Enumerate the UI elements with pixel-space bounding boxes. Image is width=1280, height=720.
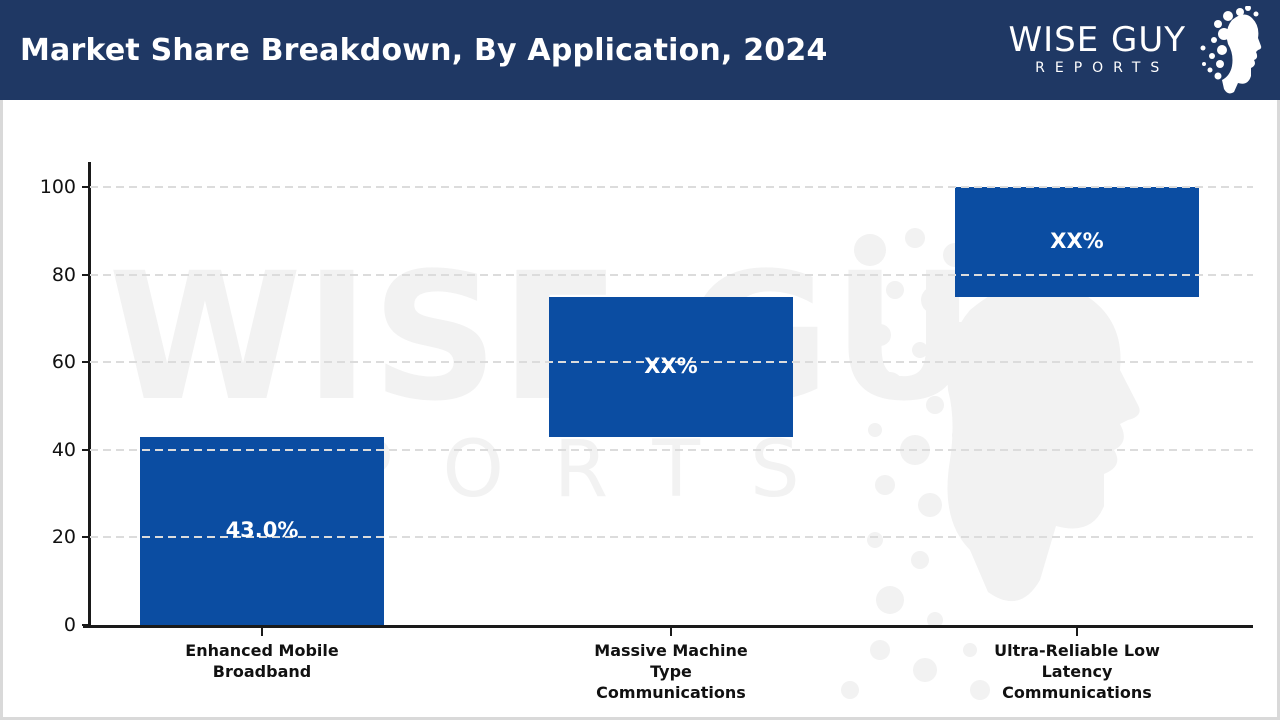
gridline-20 bbox=[90, 536, 1253, 539]
y-tick-mark bbox=[82, 536, 90, 539]
y-tick-mark bbox=[82, 361, 90, 364]
category-label: Ultra-Reliable Low Latency Communications bbox=[917, 640, 1237, 703]
gridline-60 bbox=[90, 361, 1253, 364]
bar-chart: 0 20 40 60 80 100 43.0% Enhanced Mobile Broadban… bbox=[3, 100, 1277, 717]
category-label-line: Type bbox=[650, 662, 692, 681]
header-banner: Market Share Breakdown, By Application, … bbox=[0, 0, 1280, 100]
y-tick-mark bbox=[82, 186, 90, 188]
wise-guy-reports-logo: WISE GUY REPORTS bbox=[1008, 0, 1262, 100]
y-tick-label: 40 bbox=[51, 438, 76, 461]
category-label-line: Communications bbox=[596, 683, 746, 702]
gridline-100 bbox=[90, 186, 1253, 188]
logo-subtitle: REPORTS bbox=[1035, 60, 1170, 76]
bar-segment bbox=[549, 296, 793, 437]
bar-segment bbox=[140, 436, 384, 625]
y-tick-label: 20 bbox=[51, 526, 76, 549]
chart-canvas: WISE GUY REPORTS bbox=[0, 100, 1280, 720]
gridline-80 bbox=[90, 273, 1253, 276]
logo-text: WISE GUY REPORTS bbox=[1008, 23, 1186, 77]
category-label-line: Communications bbox=[1002, 683, 1152, 702]
x-tick-mark bbox=[1076, 628, 1078, 636]
gridline-40 bbox=[90, 448, 1253, 451]
x-axis-spine bbox=[83, 625, 1253, 628]
bar-value-label: 43.0% bbox=[225, 517, 299, 542]
category-label-line: Broadband bbox=[212, 662, 312, 681]
logo-face-icon bbox=[1200, 6, 1262, 94]
category-label: Massive Machine Type Communications bbox=[511, 640, 831, 703]
bar-segment bbox=[955, 187, 1199, 297]
page-title: Market Share Breakdown, By Application, … bbox=[20, 32, 828, 68]
y-tick-mark bbox=[82, 624, 90, 626]
category-label-line: Enhanced Mobile bbox=[185, 641, 339, 660]
bar-value-label: XX% bbox=[644, 353, 698, 378]
y-tick-mark bbox=[82, 448, 90, 451]
y-tick-label: 100 bbox=[39, 176, 76, 198]
y-tick-label: 80 bbox=[51, 263, 76, 286]
category-label-line: Massive Machine bbox=[594, 641, 748, 660]
category-label-line: Latency bbox=[1041, 662, 1113, 681]
y-tick-label: 0 bbox=[63, 614, 76, 636]
x-tick-mark bbox=[261, 628, 263, 636]
category-label-line: Ultra-Reliable Low bbox=[994, 641, 1160, 660]
x-tick-mark bbox=[670, 628, 672, 636]
y-tick-label: 60 bbox=[51, 351, 76, 374]
bar-value-label: XX% bbox=[1050, 228, 1104, 253]
logo-wordmark: WISE GUY bbox=[1008, 20, 1186, 60]
category-label: Enhanced Mobile Broadband bbox=[102, 640, 422, 682]
y-axis-spine bbox=[88, 162, 91, 628]
y-tick-mark bbox=[82, 273, 90, 276]
